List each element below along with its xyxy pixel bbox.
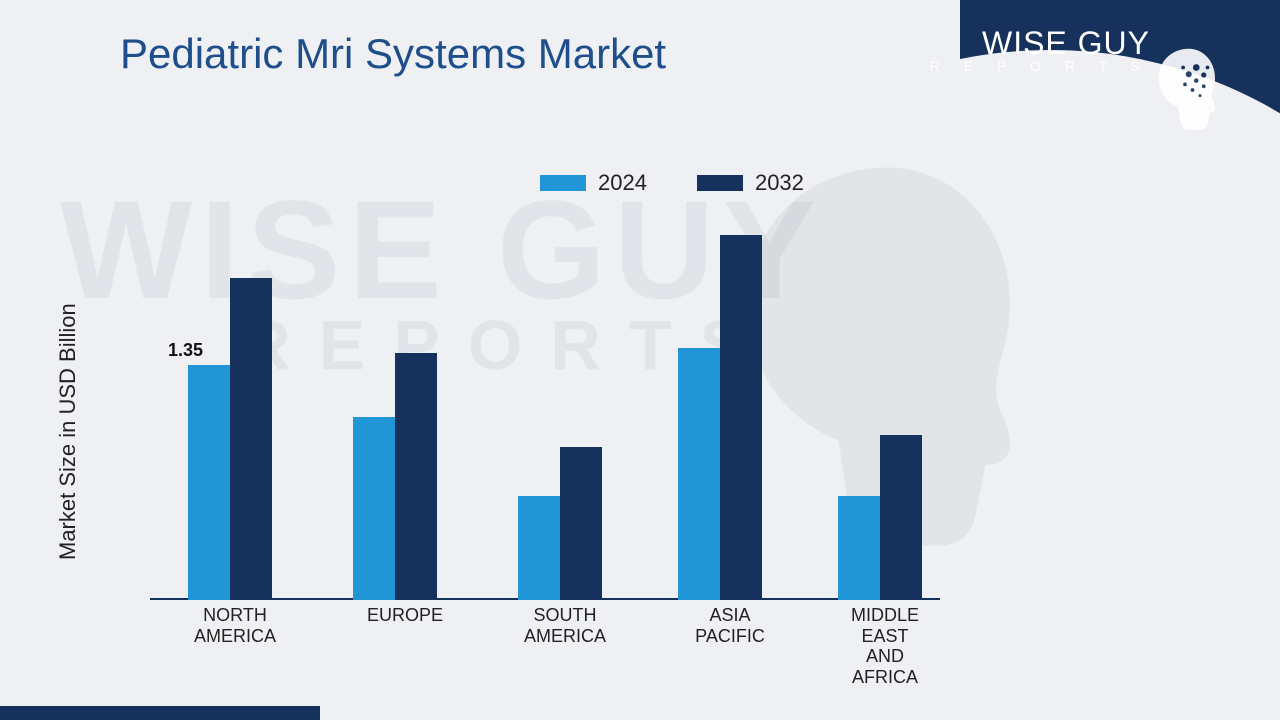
- category-label-1: EUROPE: [335, 605, 475, 626]
- plot-area: 1.35NORTHAMERICAEUROPESOUTHAMERICAASIAPA…: [150, 200, 940, 600]
- bar-2024-4: [838, 496, 880, 600]
- category-label-4: MIDDLEEASTANDAFRICA: [815, 605, 955, 688]
- bar-2024-2: [518, 496, 560, 600]
- logo-line1: WISE GUY: [930, 25, 1150, 62]
- legend-swatch-2024: [540, 175, 586, 191]
- bar-2024-3: [678, 348, 720, 600]
- legend-item-2032: 2032: [697, 170, 804, 196]
- data-label-0: 1.35: [168, 340, 203, 361]
- bar-2032-0: [230, 278, 272, 600]
- chart-title: Pediatric Mri Systems Market: [120, 30, 666, 78]
- footer-accent-bar: [0, 706, 320, 720]
- category-label-3: ASIAPACIFIC: [660, 605, 800, 646]
- logo-line2: R E P O R T S: [930, 58, 1150, 74]
- page: WISE GUYREPORTS Pediatric Mri Systems Ma…: [0, 0, 1280, 720]
- bar-2032-1: [395, 353, 437, 600]
- y-axis-label: Market Size in USD Billion: [55, 303, 81, 560]
- bar-2032-4: [880, 435, 922, 600]
- bar-2024-1: [353, 417, 395, 600]
- bar-chart: 1.35NORTHAMERICAEUROPESOUTHAMERICAASIAPA…: [110, 200, 940, 600]
- bar-2032-2: [560, 447, 602, 600]
- category-label-2: SOUTHAMERICA: [495, 605, 635, 646]
- legend-label-2024: 2024: [598, 170, 647, 196]
- chart-legend: 2024 2032: [540, 170, 804, 196]
- bar-2032-3: [720, 235, 762, 600]
- legend-swatch-2032: [697, 175, 743, 191]
- category-label-0: NORTHAMERICA: [165, 605, 305, 646]
- legend-label-2032: 2032: [755, 170, 804, 196]
- brand-logo: WISE GUY R E P O R T S: [930, 25, 1250, 74]
- bar-2024-0: [188, 365, 230, 600]
- legend-item-2024: 2024: [540, 170, 647, 196]
